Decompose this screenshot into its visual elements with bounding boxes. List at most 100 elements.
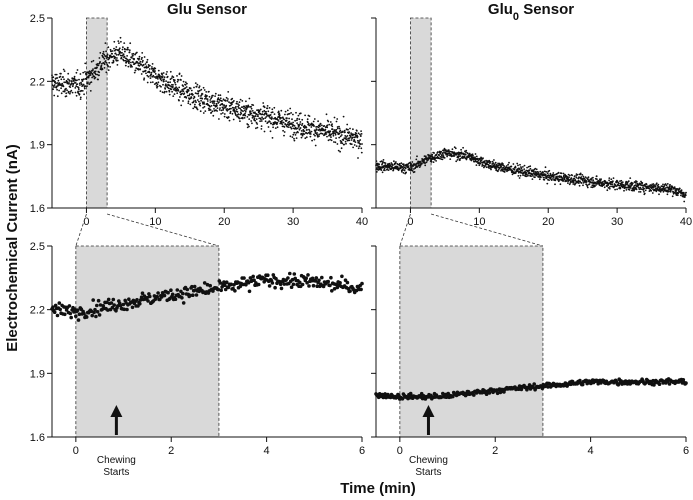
- data-point: [301, 122, 304, 125]
- data-point: [168, 93, 171, 96]
- data-point: [450, 154, 453, 157]
- data-point: [154, 70, 156, 72]
- data-point: [132, 61, 135, 64]
- data-point: [223, 115, 226, 118]
- data-point: [345, 142, 347, 145]
- data-point: [283, 131, 286, 133]
- data-point: [335, 128, 338, 131]
- y-tick-label: 1.6: [30, 432, 45, 444]
- data-point: [514, 172, 517, 174]
- data-point: [174, 81, 176, 84]
- data-point: [57, 79, 60, 82]
- data-point: [358, 140, 360, 143]
- data-point: [454, 147, 457, 150]
- data-point: [537, 172, 540, 175]
- data-point: [162, 293, 167, 298]
- data-point: [608, 186, 611, 188]
- data-point: [485, 166, 488, 169]
- data-point: [482, 157, 484, 160]
- data-point: [578, 184, 581, 187]
- data-point: [196, 83, 199, 86]
- data-point: [276, 121, 279, 124]
- data-point: [497, 162, 499, 165]
- data-point: [289, 126, 292, 129]
- data-point: [350, 139, 353, 141]
- data-point: [577, 177, 580, 180]
- data-point: [642, 189, 645, 191]
- data-point: [402, 167, 405, 170]
- data-point: [166, 290, 170, 295]
- data-point: [296, 122, 298, 124]
- data-point: [517, 175, 520, 177]
- highlight-window: [399, 245, 544, 438]
- data-point: [319, 125, 321, 128]
- data-point: [516, 168, 519, 171]
- data-point: [74, 91, 77, 94]
- data-point: [101, 62, 103, 65]
- data-point: [543, 170, 546, 173]
- data-point: [603, 183, 606, 186]
- data-point: [53, 94, 56, 97]
- chewing-arrow-head: [422, 405, 435, 417]
- data-point: [386, 167, 389, 169]
- data-point: [264, 120, 267, 123]
- data-point: [283, 126, 286, 128]
- data-point: [584, 178, 586, 181]
- data-point: [53, 84, 56, 86]
- data-point: [216, 287, 221, 292]
- data-point: [546, 172, 549, 175]
- data-point: [282, 121, 285, 124]
- highlight-window: [86, 17, 108, 209]
- data-point: [585, 181, 588, 184]
- data-point: [170, 88, 173, 91]
- data-point: [343, 278, 348, 283]
- data-point: [554, 179, 557, 182]
- data-point: [284, 123, 287, 126]
- data-point: [331, 125, 334, 128]
- data-point: [110, 50, 113, 53]
- data-point: [251, 110, 254, 112]
- data-point: [324, 126, 327, 129]
- data-point: [323, 133, 326, 136]
- data-point: [179, 96, 181, 98]
- data-point: [182, 90, 185, 93]
- data-point: [670, 188, 673, 191]
- data-point: [160, 75, 163, 78]
- data-point: [250, 105, 252, 108]
- data-point: [502, 390, 506, 394]
- data-point: [100, 64, 103, 67]
- data-point: [360, 130, 362, 133]
- data-point: [165, 80, 168, 82]
- data-point: [246, 116, 249, 118]
- data-point: [70, 82, 73, 85]
- data-point: [63, 312, 67, 317]
- data-point: [401, 168, 404, 171]
- data-point: [497, 168, 500, 171]
- data-point: [340, 147, 343, 150]
- data-point: [133, 71, 136, 74]
- data-point: [531, 178, 534, 181]
- data-point: [132, 52, 135, 55]
- data-point: [446, 155, 448, 158]
- data-point: [344, 140, 347, 143]
- data-point: [129, 42, 132, 45]
- data-point: [587, 178, 589, 181]
- data-point: [187, 100, 190, 103]
- data-point: [523, 164, 526, 167]
- data-point: [111, 50, 114, 52]
- data-point: [228, 119, 231, 122]
- data-point: [324, 128, 327, 131]
- data-point: [114, 56, 117, 59]
- data-point: [76, 79, 78, 81]
- data-point: [106, 53, 109, 56]
- data-point: [378, 163, 380, 166]
- data-point: [336, 143, 339, 145]
- data-point: [210, 105, 213, 107]
- data-point: [675, 194, 678, 197]
- data-point: [294, 119, 296, 122]
- data-point: [655, 187, 657, 190]
- data-point: [352, 128, 354, 131]
- data-point: [482, 164, 485, 167]
- data-point: [65, 95, 68, 97]
- data-point: [334, 282, 339, 287]
